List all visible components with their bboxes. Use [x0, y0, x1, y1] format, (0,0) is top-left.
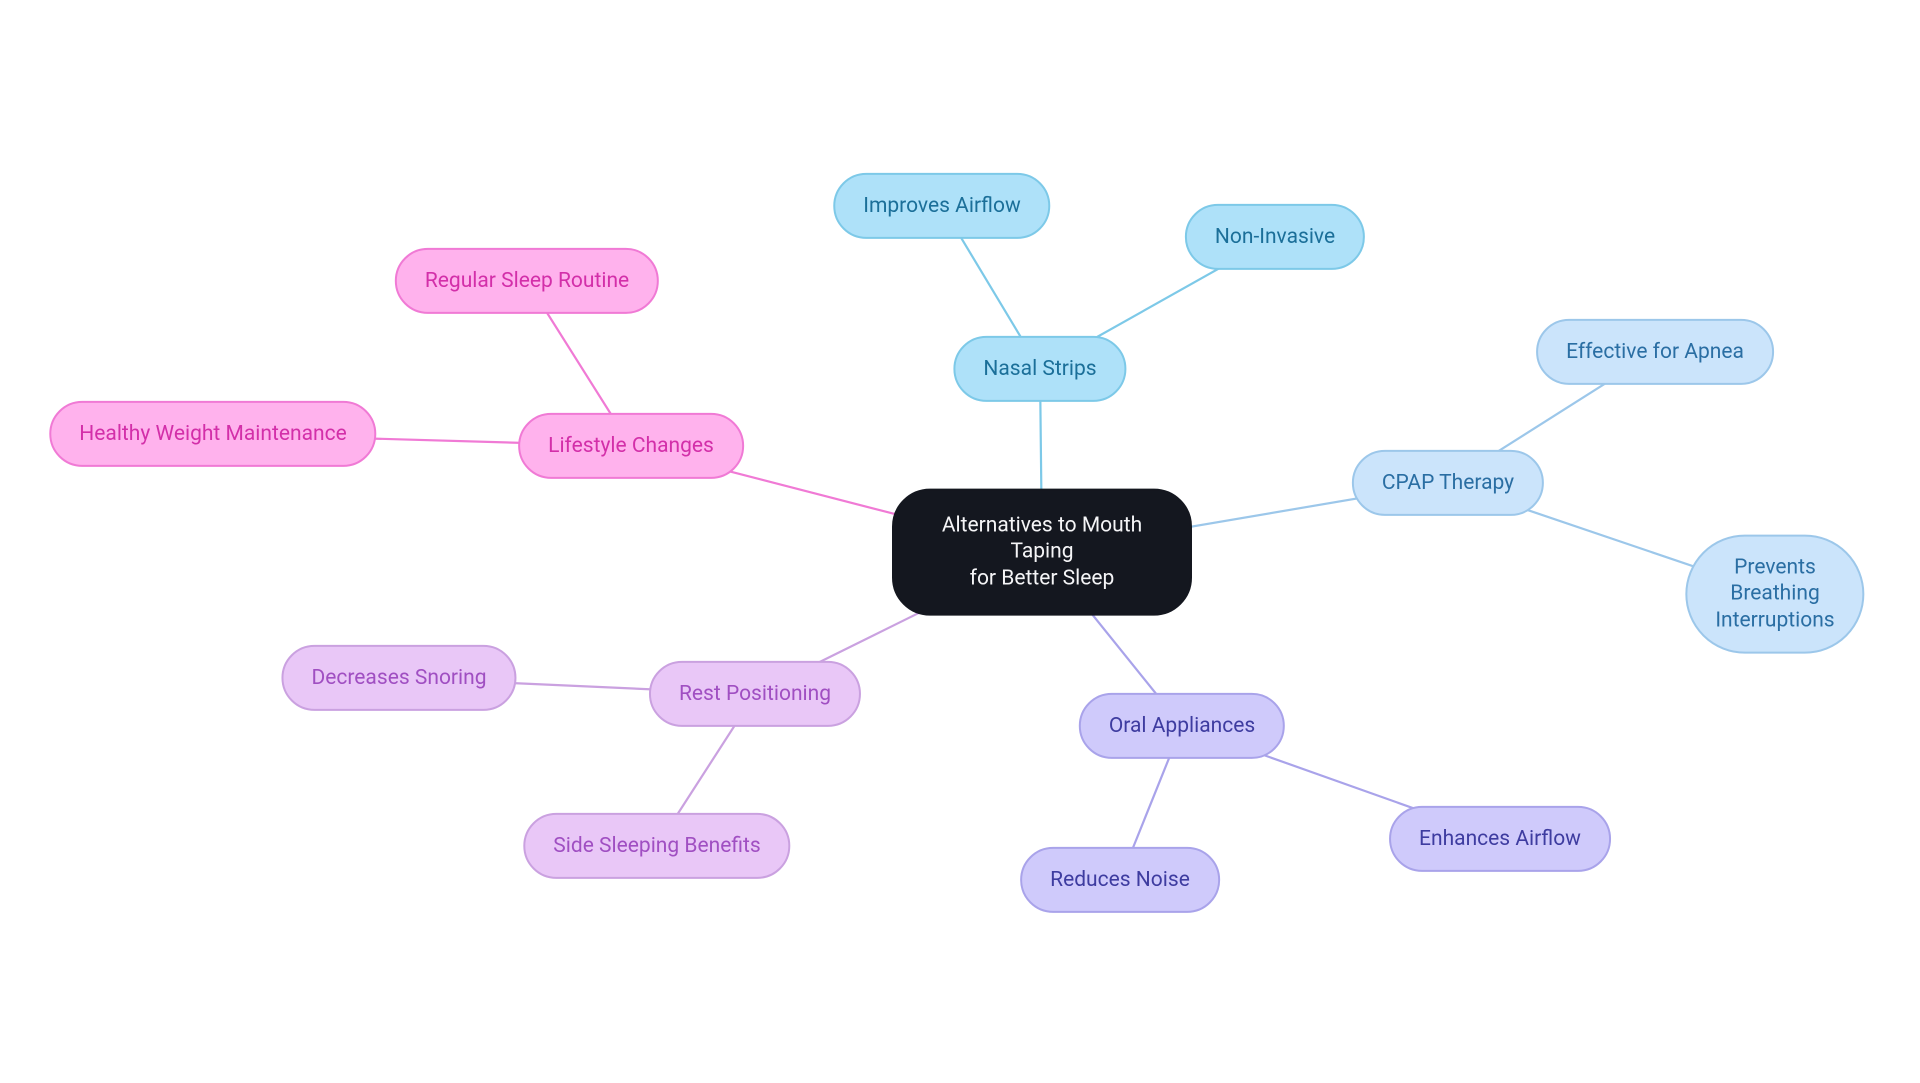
node-rest-1: Decreases Snoring [281, 645, 516, 711]
node-rest: Rest Positioning [649, 661, 861, 727]
node-oral: Oral Appliances [1079, 693, 1285, 759]
node-rest-2: Side Sleeping Benefits [523, 813, 790, 879]
mindmap-canvas: { "type": "mindmap", "background_color":… [0, 0, 1920, 1083]
node-oral-2: Enhances Airflow [1389, 806, 1611, 872]
node-life-2: Healthy Weight Maintenance [49, 401, 376, 467]
node-cpap-1: Effective for Apnea [1536, 319, 1774, 385]
node-oral-1: Reduces Noise [1020, 847, 1220, 913]
node-lifestyle: Lifestyle Changes [518, 413, 744, 479]
node-nasal-2: Non-Invasive [1185, 204, 1365, 270]
node-cpap: CPAP Therapy [1352, 450, 1544, 516]
node-root: Alternatives to Mouth Taping for Better … [892, 489, 1192, 616]
node-nasal: Nasal Strips [953, 336, 1126, 402]
node-life-1: Regular Sleep Routine [395, 248, 659, 314]
node-nasal-1: Improves Airflow [833, 173, 1050, 239]
node-cpap-2: Prevents Breathing Interruptions [1685, 535, 1864, 654]
